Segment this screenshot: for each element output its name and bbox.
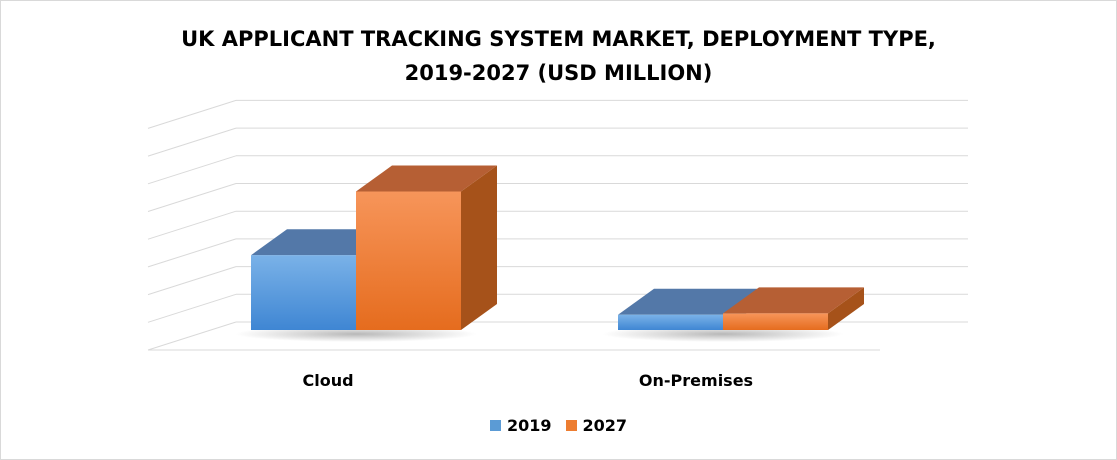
gridline-side bbox=[147, 321, 237, 351]
bar-front-face bbox=[251, 255, 356, 330]
legend-swatch-2027 bbox=[565, 420, 577, 431]
bar-side-face bbox=[461, 165, 497, 330]
gridline-side bbox=[147, 99, 237, 129]
gridline-side bbox=[147, 238, 237, 268]
legend-item-2027: 2027 bbox=[565, 416, 628, 435]
gridline-side bbox=[147, 183, 237, 212]
legend-label-2019: 2019 bbox=[506, 416, 552, 435]
bar-cloud-2027 bbox=[356, 165, 497, 330]
chart-title-line-2: 2019-2027 (USD MILLION) bbox=[404, 61, 713, 85]
bar-front-face bbox=[618, 314, 723, 330]
chart-title: UK APPLICANT TRACKING SYSTEM MARKET, DEP… bbox=[0, 22, 1117, 90]
legend-swatch-2019 bbox=[489, 420, 501, 431]
bar-front-face bbox=[723, 313, 828, 330]
legend-item-2019: 2019 bbox=[489, 416, 552, 435]
bar-front-face bbox=[356, 191, 461, 330]
gridline-side bbox=[147, 127, 237, 157]
gridline-side bbox=[147, 266, 237, 296]
bar-top-face bbox=[618, 288, 759, 315]
bar-top-face bbox=[356, 165, 497, 192]
bar-top-face bbox=[723, 287, 864, 314]
legend: 2019 2027 bbox=[0, 416, 1117, 435]
gridline-side bbox=[147, 155, 237, 185]
bar-chart-3d: Cloud On-Premises bbox=[147, 99, 968, 390]
bar-on-premises-2027 bbox=[723, 287, 864, 330]
legend-label-2027: 2027 bbox=[582, 416, 628, 435]
bar-side-face bbox=[828, 287, 864, 330]
gridline-side bbox=[147, 210, 237, 240]
x-tick-label-cloud: Cloud bbox=[302, 371, 353, 390]
chart-title-line-1: UK APPLICANT TRACKING SYSTEM MARKET, DEP… bbox=[181, 27, 936, 51]
x-tick-label-on-premises: On-Premises bbox=[639, 371, 753, 390]
gridline-side bbox=[147, 293, 237, 323]
